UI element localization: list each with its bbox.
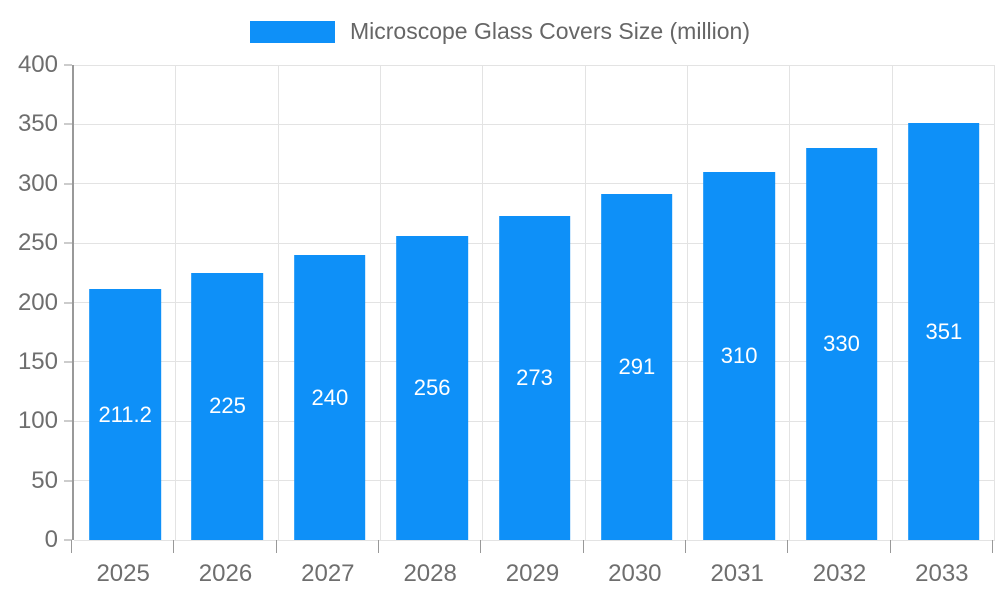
y-axis-tick [64, 480, 72, 482]
x-tick-label: 2028 [403, 560, 457, 587]
bar[interactable]: 211.2 [89, 289, 161, 540]
y-tick-label: 300 [17, 169, 58, 197]
y-tick-label: 400 [17, 51, 58, 78]
y-tick-label: 150 [17, 347, 58, 375]
y-gridline [74, 183, 995, 185]
y-axis-tick [64, 64, 72, 66]
bar[interactable]: 291 [601, 194, 673, 540]
bar[interactable]: 330 [805, 148, 878, 540]
x-gridline [379, 65, 381, 540]
x-axis-tick [71, 540, 72, 553]
bar-value-label: 273 [516, 364, 553, 390]
y-axis: 0 50 100 150 200 250 300 350 400 [0, 53, 72, 552]
y-tick-label: 0 [44, 526, 58, 553]
y-axis-tick [64, 420, 72, 422]
legend-label: Microscope Glass Covers Size (million) [349, 18, 751, 44]
bar[interactable]: 240 [294, 255, 366, 540]
bar-value-label: 351 [925, 318, 963, 344]
x-tick-label: 2026 [198, 560, 253, 587]
x-gridline [891, 65, 893, 540]
x-tick-label: 2027 [301, 560, 355, 587]
x-tick-label: 2029 [505, 560, 560, 587]
bar-value-label: 310 [720, 342, 758, 368]
x-tick-label: 2030 [608, 560, 662, 587]
bar[interactable]: 225 [191, 272, 264, 540]
x-tick-label: 2033 [915, 560, 969, 587]
y-axis-tick [64, 183, 72, 185]
y-axis-tick [64, 361, 72, 363]
x-gridline [277, 65, 279, 540]
bar-value-label: 256 [413, 375, 451, 400]
bar-value-label: 211.2 [98, 401, 152, 427]
x-axis-tick [889, 540, 891, 553]
x-gridline [994, 65, 995, 540]
x-gridline [789, 65, 791, 540]
y-axis-tick [64, 302, 72, 303]
bar[interactable]: 351 [908, 123, 980, 540]
y-gridline [74, 123, 995, 125]
y-gridline [74, 539, 995, 541]
x-tick-label: 2032 [812, 560, 867, 587]
legend-swatch[interactable] [249, 20, 335, 43]
bar[interactable]: 310 [703, 171, 775, 540]
x-axis-tick [377, 540, 379, 553]
x-gridline [482, 65, 484, 540]
bar-value-label: 225 [209, 393, 246, 419]
y-axis-tick [64, 539, 72, 541]
bar-value-label: 291 [618, 354, 656, 380]
chart-legend[interactable]: Microscope Glass Covers Size (million) [0, 18, 1000, 45]
y-axis-tick [64, 242, 72, 244]
x-axis-tick [173, 540, 175, 553]
bar-value-label: 240 [311, 384, 349, 410]
plot-area: 211.2 225 240 256 273 291 310 330 351 [72, 64, 995, 541]
y-axis-tick [64, 123, 72, 125]
x-gridline [175, 65, 177, 540]
y-tick-label: 100 [17, 407, 58, 435]
x-axis-tick [582, 540, 584, 553]
bar[interactable]: 256 [396, 236, 468, 540]
y-tick-label: 200 [17, 288, 58, 316]
x-axis-tick [684, 540, 686, 553]
y-gridline [74, 64, 995, 66]
x-gridline [584, 65, 586, 540]
bar[interactable]: 273 [498, 215, 571, 540]
x-axis-tick [275, 540, 277, 553]
x-gridline [686, 65, 688, 540]
x-axis-tick [787, 540, 789, 553]
x-axis: 2025 2026 2027 2028 2029 2030 2031 2032 2033 [71, 540, 993, 600]
x-axis-tick [992, 540, 993, 553]
x-tick-label: 2025 [96, 560, 150, 587]
y-tick-label: 50 [31, 466, 58, 494]
x-axis-tick [480, 540, 482, 553]
x-tick-label: 2031 [710, 560, 764, 587]
y-tick-label: 350 [17, 110, 58, 138]
y-tick-label: 250 [17, 229, 58, 257]
bar-value-label: 330 [823, 331, 860, 357]
